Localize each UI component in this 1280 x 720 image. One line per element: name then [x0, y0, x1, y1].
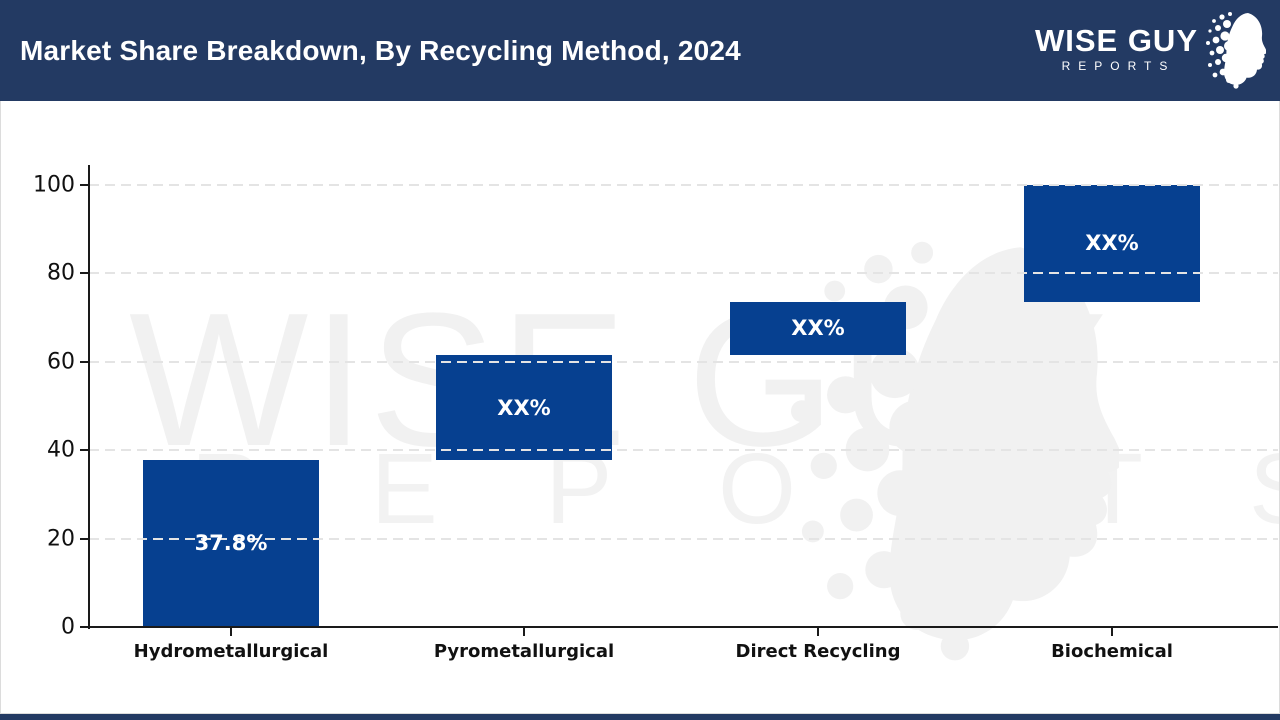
logo-reports-text: REPORTS [1061, 59, 1176, 74]
bar-value-label: XX% [791, 316, 845, 341]
logo-text: WISE GUY REPORTS [1034, 22, 1198, 74]
gridline-100 [89, 184, 1278, 186]
x-tick-1 [230, 628, 232, 636]
gridline-60 [89, 360, 1278, 363]
x-tick-3 [817, 628, 819, 636]
category-label: Biochemical [1051, 641, 1173, 662]
bar-value-label: 37.8% [194, 531, 268, 556]
chart-area: WISE GUY R E P O R T S 0 20 40 60 80 100 37.8%… [0, 101, 1280, 714]
wise-guy-logo: WISE GUY REPORTS [1035, 6, 1266, 92]
y-tick-0 [80, 626, 89, 628]
y-tick-label-0: 0 [61, 614, 75, 640]
y-tick-label-40: 40 [47, 437, 75, 463]
bar-direct-recycling [730, 301, 906, 356]
x-tick-4 [1111, 628, 1113, 636]
y-tick-80 [80, 272, 89, 275]
bar-hydrometallurgical [143, 459, 319, 627]
bar-value-label: XX% [497, 395, 551, 420]
footer-bar [0, 714, 1280, 720]
logo-wiseguy-text: WISE GUY [1034, 22, 1198, 58]
x-axis [88, 626, 1278, 628]
y-tick-100 [80, 184, 89, 186]
y-tick-20 [80, 537, 89, 540]
bar-biochemical [1024, 185, 1200, 302]
category-label: Hydrometallurgical [133, 641, 329, 662]
y-tick-40 [80, 449, 89, 452]
y-tick-label-60: 60 [47, 349, 75, 375]
gridline-80 [89, 272, 1278, 275]
y-tick-label-100: 100 [33, 172, 75, 198]
x-tick-2 [523, 628, 525, 636]
gridline-20 [89, 537, 1278, 540]
chart-title: Market Share Breakdown, By Recycling Met… [20, 34, 741, 66]
y-tick-label-80: 80 [47, 260, 75, 286]
category-label: Pyrometallurgical [433, 641, 615, 662]
bar-pyrometallurgical [436, 355, 612, 460]
bar-value-label: XX% [1085, 231, 1139, 256]
logo-head-icon [1206, 12, 1266, 89]
y-axis [88, 165, 90, 629]
header-bar: Market Share Breakdown, By Recycling Met… [0, 0, 1280, 101]
category-label: Direct Recycling [735, 641, 901, 662]
y-tick-60 [80, 360, 89, 363]
y-tick-label-20: 20 [47, 526, 75, 552]
gridline-40 [89, 449, 1278, 452]
